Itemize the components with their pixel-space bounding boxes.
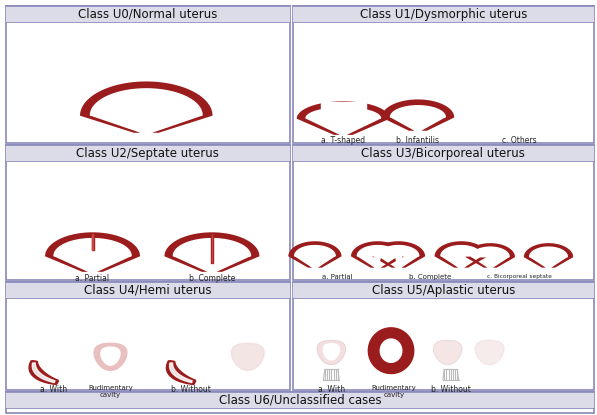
Polygon shape	[88, 256, 97, 268]
Polygon shape	[381, 100, 454, 131]
FancyBboxPatch shape	[293, 6, 594, 143]
Polygon shape	[433, 340, 462, 365]
FancyBboxPatch shape	[6, 6, 290, 143]
Text: a. Partial: a. Partial	[75, 274, 110, 283]
Polygon shape	[488, 257, 493, 264]
Polygon shape	[164, 232, 260, 272]
Polygon shape	[475, 340, 504, 365]
Polygon shape	[94, 343, 127, 370]
FancyBboxPatch shape	[6, 6, 290, 22]
Text: Class U6/Unclassified cases: Class U6/Unclassified cases	[219, 393, 381, 407]
Polygon shape	[339, 119, 347, 131]
Polygon shape	[441, 246, 481, 256]
FancyBboxPatch shape	[293, 282, 594, 390]
Polygon shape	[317, 340, 346, 365]
Polygon shape	[32, 363, 55, 383]
Polygon shape	[312, 256, 318, 264]
Text: b. Without: b. Without	[171, 385, 211, 394]
Polygon shape	[324, 344, 339, 360]
Polygon shape	[173, 239, 251, 256]
Polygon shape	[368, 328, 414, 374]
FancyBboxPatch shape	[6, 392, 594, 413]
FancyBboxPatch shape	[293, 145, 594, 161]
Polygon shape	[390, 106, 445, 117]
Polygon shape	[378, 246, 418, 256]
FancyBboxPatch shape	[293, 282, 594, 298]
FancyBboxPatch shape	[6, 145, 290, 161]
Polygon shape	[374, 256, 381, 264]
Polygon shape	[29, 361, 59, 384]
Text: a. T-shaped: a. T-shaped	[321, 136, 365, 145]
Polygon shape	[530, 247, 567, 257]
Text: Rudimentary
cavity: Rudimentary cavity	[88, 385, 133, 398]
Polygon shape	[395, 256, 402, 264]
Polygon shape	[141, 116, 152, 129]
Text: b. Infantilis: b. Infantilis	[396, 136, 439, 145]
Text: Class U5/Aplastic uterus: Class U5/Aplastic uterus	[371, 283, 515, 297]
Polygon shape	[472, 247, 509, 257]
Text: Class U4/Hemi uterus: Class U4/Hemi uterus	[84, 283, 211, 297]
Text: Class U3/Bicorporeal uterus: Class U3/Bicorporeal uterus	[361, 146, 525, 160]
Polygon shape	[208, 256, 216, 268]
Polygon shape	[458, 256, 464, 264]
FancyBboxPatch shape	[6, 392, 594, 408]
FancyBboxPatch shape	[293, 6, 594, 22]
Text: Class U0/Normal uterus: Class U0/Normal uterus	[78, 7, 217, 21]
Text: a. With: a. With	[40, 385, 67, 394]
Polygon shape	[295, 246, 335, 256]
Polygon shape	[45, 232, 140, 272]
Polygon shape	[101, 347, 120, 365]
Text: a. With: a. With	[318, 385, 345, 394]
Polygon shape	[306, 108, 380, 118]
Text: b. Complete: b. Complete	[189, 274, 235, 283]
Text: Rudimentary
cavity: Rudimentary cavity	[372, 385, 416, 398]
Polygon shape	[232, 343, 264, 370]
Polygon shape	[321, 102, 366, 111]
FancyBboxPatch shape	[6, 282, 290, 390]
Polygon shape	[466, 243, 515, 268]
Polygon shape	[414, 117, 421, 127]
Text: b. Without: b. Without	[431, 385, 470, 394]
Polygon shape	[211, 234, 213, 263]
Polygon shape	[380, 339, 402, 362]
Polygon shape	[167, 361, 196, 384]
Polygon shape	[80, 81, 213, 133]
Polygon shape	[351, 241, 404, 268]
Text: b. Complete: b. Complete	[409, 274, 451, 280]
Text: Class U2/Septate uterus: Class U2/Septate uterus	[76, 146, 219, 160]
Polygon shape	[372, 241, 425, 268]
Polygon shape	[341, 107, 346, 128]
Text: a. Partial: a. Partial	[322, 274, 353, 280]
FancyBboxPatch shape	[6, 145, 290, 280]
Polygon shape	[435, 241, 488, 268]
Polygon shape	[92, 234, 93, 250]
Polygon shape	[358, 246, 398, 256]
Polygon shape	[170, 363, 192, 383]
Polygon shape	[546, 257, 551, 264]
Text: c. Bicorporeal septate: c. Bicorporeal septate	[487, 274, 552, 279]
Polygon shape	[288, 241, 341, 268]
FancyBboxPatch shape	[293, 145, 594, 280]
Polygon shape	[211, 234, 213, 263]
FancyBboxPatch shape	[6, 282, 290, 298]
Text: c. Others: c. Others	[502, 136, 537, 145]
Text: Class U1/Dysmorphic uterus: Class U1/Dysmorphic uterus	[359, 7, 527, 21]
Polygon shape	[524, 243, 573, 268]
Polygon shape	[54, 239, 131, 256]
Polygon shape	[91, 234, 94, 250]
Polygon shape	[297, 101, 390, 135]
Polygon shape	[91, 89, 202, 115]
